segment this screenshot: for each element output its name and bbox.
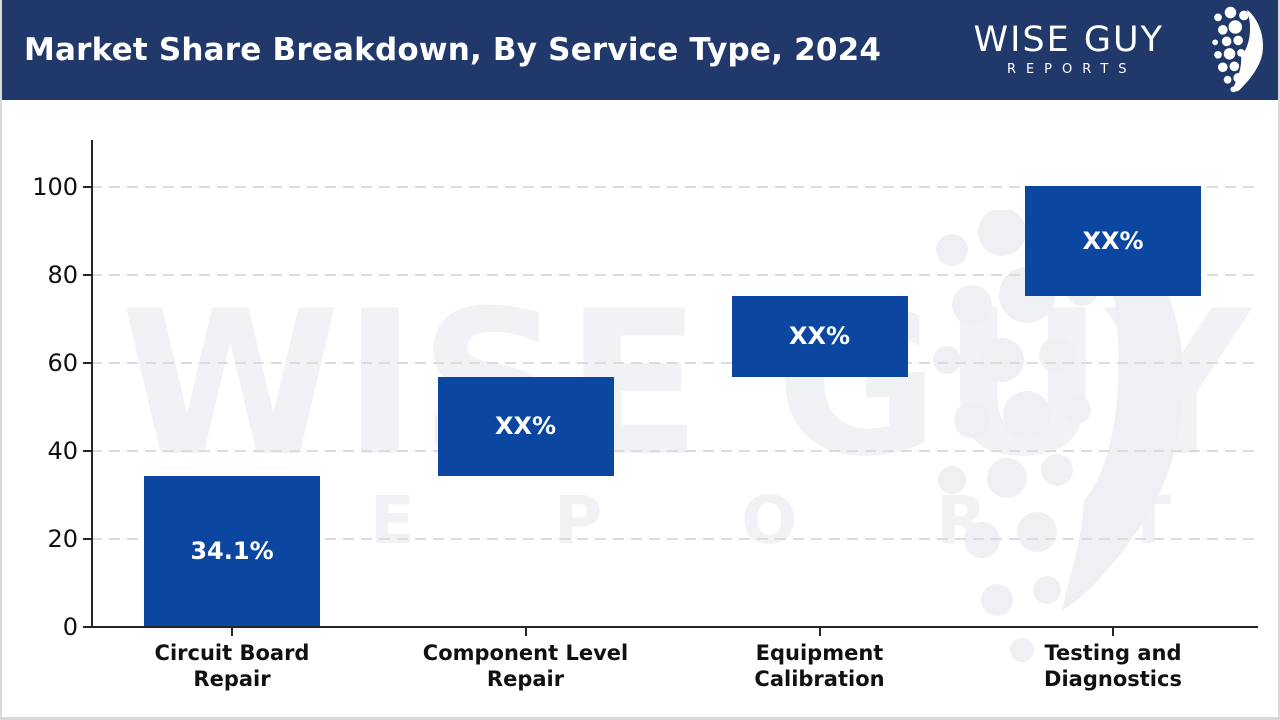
x-tick-mark-2 — [524, 628, 527, 636]
y-tick-label-60: 60 — [47, 349, 78, 377]
x-tick-mark-3 — [818, 628, 821, 636]
x-tick-mark-1 — [231, 628, 233, 636]
bar-3: XX% — [731, 296, 908, 377]
bar-value-label: XX% — [1082, 227, 1144, 256]
x-category-label-2: Component Level Repair — [422, 641, 629, 692]
gridline-40 — [91, 450, 1258, 452]
gridline-80 — [91, 274, 1258, 276]
watermark-head-icon — [933, 210, 1184, 662]
y-tick-label-100: 100 — [32, 173, 78, 201]
logo-subtitle: REPORTS — [1006, 62, 1137, 77]
x-axis-line — [91, 626, 1258, 628]
page-title: Market Share Breakdown, By Service Type,… — [24, 32, 882, 68]
logo-title: WISE GUY — [973, 20, 1164, 60]
bar-value-label: XX% — [788, 322, 851, 351]
y-tick-label-80: 80 — [47, 261, 78, 289]
bar-4: XX% — [1025, 186, 1201, 297]
y-tick-label-20: 20 — [47, 525, 78, 553]
bar-value-label: 34.1% — [190, 536, 274, 565]
bar-1: 34.1% — [144, 475, 320, 626]
y-tick-mark-20 — [83, 538, 91, 540]
gridline-20 — [91, 538, 1258, 540]
wise-guy-logo: WISE GUY REPORTS — [973, 4, 1266, 96]
y-tick-mark-0 — [83, 626, 91, 628]
logo-head-icon — [1212, 6, 1264, 93]
bar-2: XX% — [437, 376, 614, 476]
chart-area: WISE GUY R E P O R T S 02040608010034.1%… — [2, 100, 1278, 717]
header-bar: Market Share Breakdown, By Service Type,… — [2, 0, 1278, 100]
y-tick-mark-40 — [83, 450, 91, 452]
y-tick-mark-100 — [83, 186, 91, 188]
y-tick-label-40: 40 — [47, 437, 78, 465]
x-category-label-3: Equipment Calibration — [754, 641, 885, 692]
gridline-60 — [91, 362, 1258, 364]
logo-wordmark: WISE GUY REPORTS — [973, 20, 1164, 78]
x-tick-mark-4 — [1112, 628, 1114, 636]
y-tick-mark-60 — [83, 362, 91, 364]
x-category-label-1: Circuit Board Repair — [154, 641, 310, 692]
y-tick-mark-80 — [83, 274, 91, 276]
y-axis-line — [91, 140, 93, 628]
gridline-100 — [91, 186, 1258, 188]
x-category-label-4: Testing and Diagnostics — [1044, 641, 1182, 692]
y-tick-label-0: 0 — [62, 613, 78, 641]
bar-value-label: XX% — [494, 412, 557, 441]
